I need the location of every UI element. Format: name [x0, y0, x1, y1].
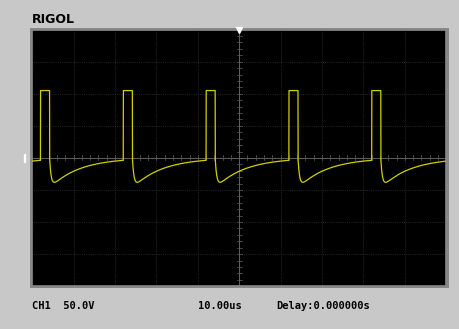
Text: RIGOL: RIGOL — [32, 13, 75, 26]
Text: ⊤: ⊤ — [0, 328, 1, 329]
Text: Delay:0.000000s: Delay:0.000000s — [275, 301, 369, 311]
Text: ▷: ▷ — [0, 328, 1, 329]
FancyBboxPatch shape — [24, 154, 25, 162]
Text: CH1  50.0V: CH1 50.0V — [32, 301, 95, 311]
Text: 10.00us: 10.00us — [197, 301, 241, 311]
